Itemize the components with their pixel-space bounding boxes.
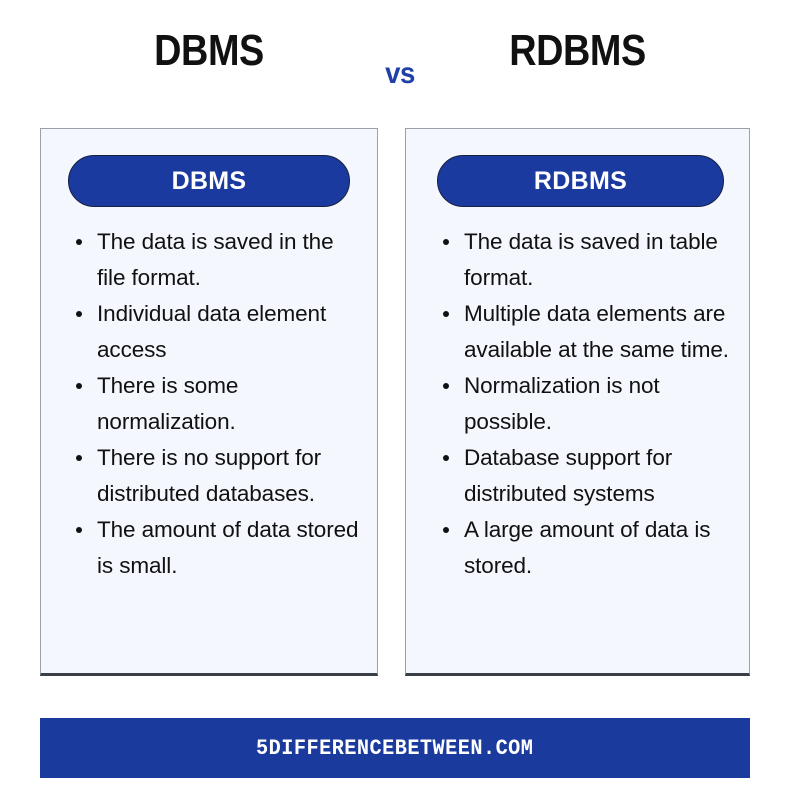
comparison-card-dbms: DBMS The data is saved in the file forma… bbox=[40, 128, 378, 676]
list-item: Multiple data elements are available at … bbox=[434, 296, 737, 367]
feature-list-rdbms: The data is saved in table format. Multi… bbox=[406, 224, 749, 584]
footer-site-name: 5DIFFERENCEBETWEEN.COM bbox=[256, 735, 534, 761]
card-badge-rdbms: RDBMS bbox=[437, 155, 724, 207]
list-item: Database support for distributed systems bbox=[434, 440, 737, 511]
list-item: The data is saved in table format. bbox=[434, 224, 737, 295]
list-item: Individual data element access bbox=[67, 296, 359, 367]
card-badge-dbms: DBMS bbox=[68, 155, 350, 207]
list-item: Normalization is not possible. bbox=[434, 368, 737, 439]
feature-list-dbms: The data is saved in the file format. In… bbox=[41, 224, 377, 584]
list-item: There is no support for distributed data… bbox=[67, 440, 359, 511]
list-item: There is some normalization. bbox=[67, 368, 359, 439]
list-item: The data is saved in the file format. bbox=[67, 224, 359, 295]
comparison-card-rdbms: RDBMS The data is saved in table format.… bbox=[405, 128, 750, 676]
list-item: A large amount of data is stored. bbox=[434, 512, 737, 583]
page-header: DBMS vs RDBMS bbox=[0, 0, 795, 120]
header-title-right: RDBMS bbox=[509, 26, 646, 75]
footer-banner: 5DIFFERENCEBETWEEN.COM bbox=[40, 718, 750, 778]
versus-label: vs bbox=[385, 57, 415, 90]
header-title-left: DBMS bbox=[154, 26, 264, 75]
list-item: The amount of data stored is small. bbox=[67, 512, 359, 583]
